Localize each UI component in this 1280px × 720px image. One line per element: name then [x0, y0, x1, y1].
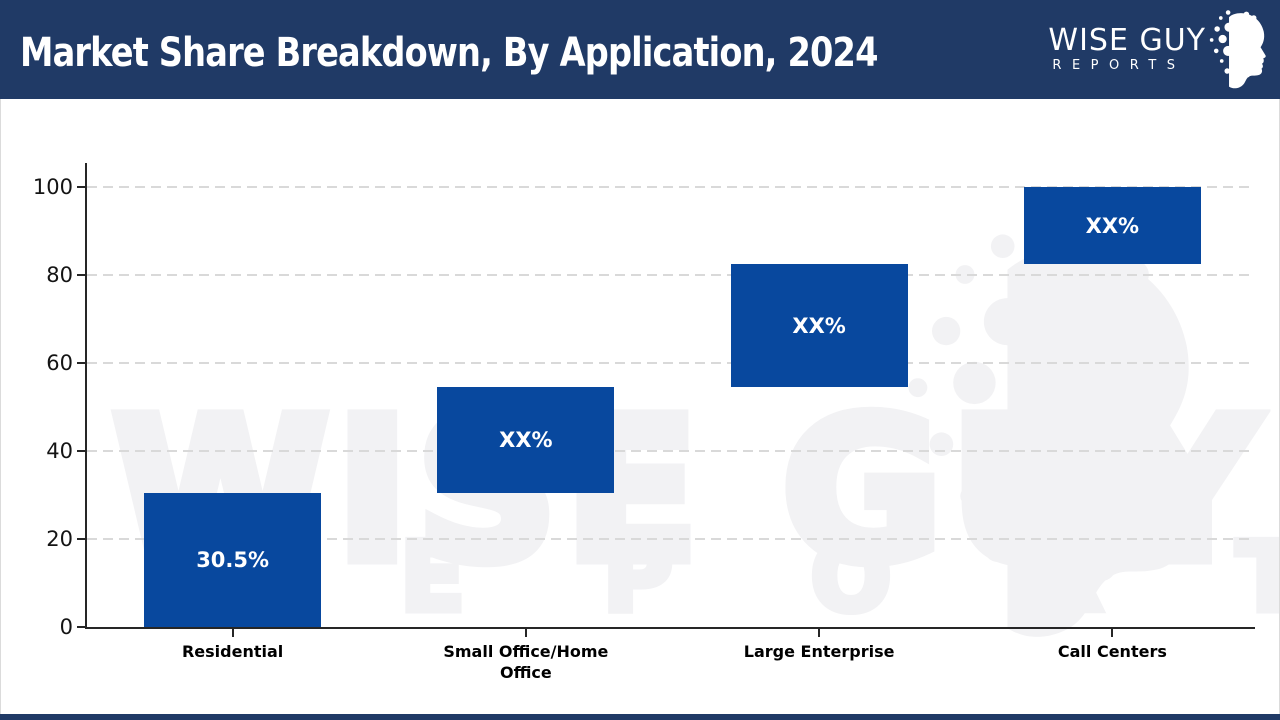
- y-tick-mark: [77, 362, 86, 364]
- bar-value-label: XX%: [792, 313, 846, 338]
- bar-value-label: XX%: [1085, 213, 1140, 238]
- x-axis-spine: [85, 627, 1255, 629]
- waterfall-chart: 0 20 40 60 80 100 30.5% Residential XX% Small Off…: [1, 99, 1279, 714]
- logo-text: WISE GUY REPORTS: [1048, 25, 1206, 75]
- x-tick-mark: [1111, 629, 1114, 637]
- bar-value-label: 30.5%: [196, 547, 270, 572]
- x-category-label: Small Office/Home Office: [396, 641, 656, 683]
- y-gridline: [87, 274, 1255, 276]
- x-category-label-text: Small Office/Home Office: [443, 642, 609, 682]
- x-category-label-text: Call Centers: [1057, 642, 1167, 661]
- y-tick-label: 0: [59, 615, 73, 639]
- waterfall-bar: XX%: [1023, 187, 1201, 264]
- y-tick-label: 60: [46, 351, 73, 375]
- x-category-label-text: Large Enterprise: [743, 642, 895, 661]
- waterfall-bar: XX%: [437, 387, 615, 493]
- x-category-label: Residential: [103, 641, 363, 662]
- y-tick-mark: [77, 274, 86, 276]
- x-tick-mark: [524, 629, 527, 637]
- waterfall-bar: 30.5%: [144, 492, 322, 627]
- x-category-label: Large Enterprise: [689, 641, 949, 662]
- y-gridline: [87, 186, 1255, 188]
- page-title: Market Share Breakdown, By Application, …: [20, 30, 878, 76]
- y-tick-label: 100: [32, 175, 73, 199]
- x-category-label: Call Centers: [982, 641, 1242, 662]
- y-gridline: [87, 538, 1255, 540]
- waterfall-bar: XX%: [730, 264, 908, 388]
- header-bar: Market Share Breakdown, By Application, …: [0, 0, 1280, 99]
- y-tick-mark: [77, 626, 86, 628]
- x-tick-mark: [818, 629, 821, 637]
- bar-value-label: XX%: [499, 427, 553, 452]
- y-tick-mark: [77, 538, 86, 540]
- y-gridline: [87, 362, 1255, 364]
- y-tick-label: 80: [46, 263, 73, 287]
- chart-area: WISE GUY REPORTS 02040608010030.5%Reside…: [0, 99, 1280, 714]
- footer-bar: [0, 714, 1280, 720]
- y-tick-label: 40: [46, 439, 73, 463]
- logo-wordmark: WISE GUY: [1048, 23, 1206, 58]
- wiseguy-logo: WISE GUY REPORTS: [1048, 5, 1272, 95]
- y-tick-mark: [77, 186, 86, 188]
- x-category-label-text: Residential: [181, 642, 284, 661]
- y-tick-label: 20: [46, 527, 73, 551]
- y-gridline: [87, 450, 1255, 452]
- logo-face-icon: [1209, 10, 1266, 89]
- logo-subtitle: REPORTS: [1052, 58, 1186, 73]
- y-tick-mark: [77, 450, 86, 452]
- y-axis-spine: [85, 163, 87, 629]
- x-tick-mark: [231, 629, 234, 637]
